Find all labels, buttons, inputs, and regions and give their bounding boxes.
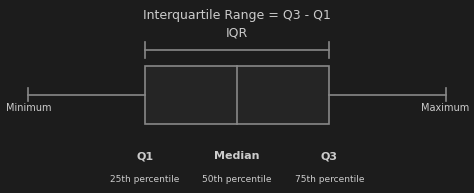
Text: 75th percentile: 75th percentile — [295, 175, 364, 184]
Text: 50th percentile: 50th percentile — [202, 175, 272, 184]
Text: 25th percentile: 25th percentile — [110, 175, 179, 184]
Text: Minimum: Minimum — [6, 103, 51, 113]
Text: Q3: Q3 — [321, 151, 338, 161]
Text: Median: Median — [214, 151, 260, 161]
Text: Interquartile Range = Q3 - Q1: Interquartile Range = Q3 - Q1 — [143, 9, 331, 22]
Text: Q1: Q1 — [136, 151, 153, 161]
Bar — [145, 66, 329, 124]
Text: IQR: IQR — [226, 26, 248, 39]
Text: Maximum: Maximum — [421, 103, 470, 113]
